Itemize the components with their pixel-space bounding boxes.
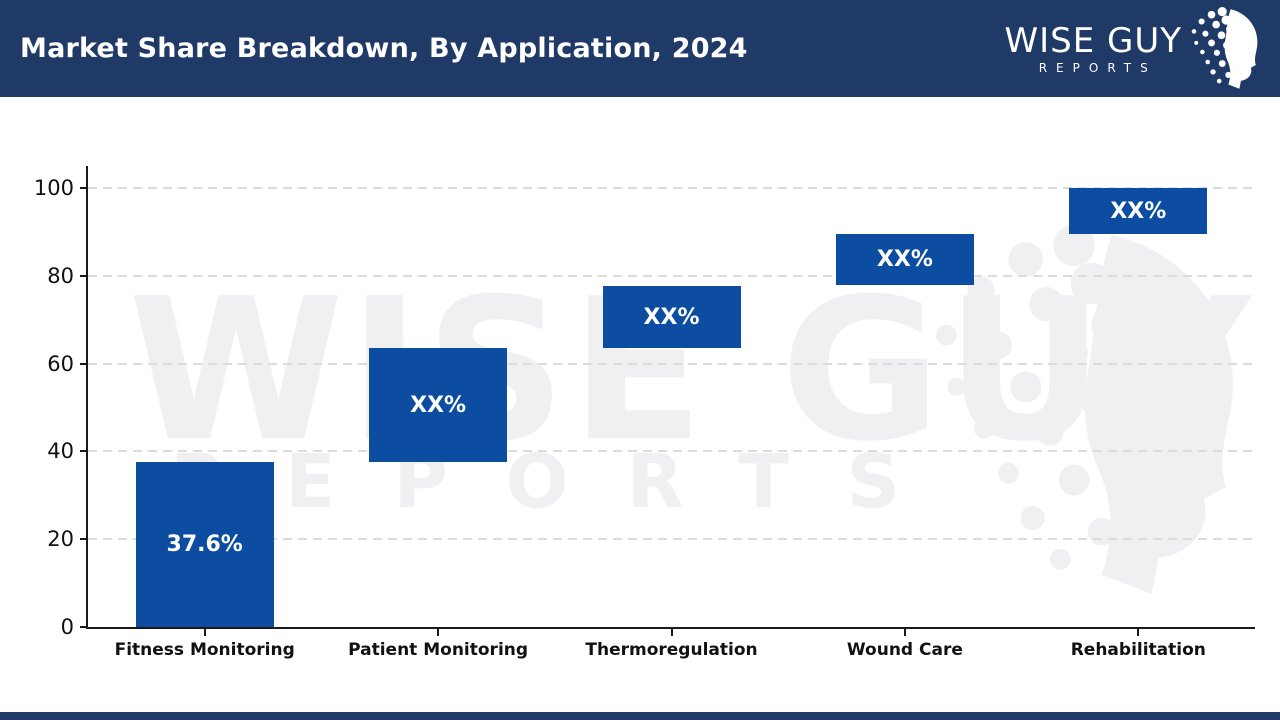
- y-tick-label: 80: [47, 263, 74, 288]
- y-tick-label: 100: [33, 176, 74, 200]
- header-bar: Market Share Breakdown, By Application, …: [0, 0, 1280, 97]
- y-tick-mark: [80, 538, 88, 541]
- y-tick-label: 60: [47, 351, 74, 376]
- x-tick-mark: [203, 629, 206, 636]
- bar-value-label: XX%: [876, 247, 933, 273]
- chart-area: WISE GUY REPORTS 0 20 40 60 80 100 37.6% Fitnes…: [0, 97, 1280, 712]
- y-tick-mark: [80, 362, 88, 365]
- wiseguy-logo: WISE GUY REPORTS: [1004, 6, 1262, 91]
- gridline-20: [88, 538, 1255, 541]
- x-tick-mark: [437, 629, 440, 636]
- bar-wound-care[interactable]: XX%: [835, 234, 974, 286]
- y-tick-mark: [80, 187, 88, 189]
- footer-bar: [0, 712, 1280, 720]
- logo-line2: REPORTS: [1038, 60, 1157, 75]
- x-tick-mark: [670, 629, 673, 636]
- bar-value-label: XX%: [643, 304, 700, 330]
- x-axis-label: Rehabilitation: [1070, 640, 1206, 660]
- x-tick-mark: [903, 629, 906, 636]
- x-axis-label: Fitness Monitoring: [114, 640, 295, 660]
- y-tick-label: 20: [47, 527, 74, 552]
- bar-value-label: 37.6%: [166, 531, 243, 557]
- bar-value-label: XX%: [1110, 198, 1167, 224]
- wiseguy-face-icon: [1191, 6, 1258, 89]
- y-axis-line: [86, 166, 88, 629]
- page-title: Market Share Breakdown, By Application, …: [20, 33, 748, 64]
- y-tick-mark: [80, 450, 88, 453]
- x-axis-label: Wound Care: [846, 640, 963, 660]
- logo-line1: WISE GUY: [1004, 20, 1182, 61]
- x-axis-label: Patient Monitoring: [348, 640, 529, 660]
- y-tick-mark: [80, 274, 88, 277]
- gridline-60: [88, 362, 1255, 365]
- y-tick-label: 0: [60, 615, 74, 639]
- x-axis-line: [86, 627, 1255, 629]
- wiseguy-logo-text: WISE GUY REPORTS: [1004, 24, 1182, 74]
- x-tick-mark: [1137, 629, 1140, 636]
- bar-value-label: XX%: [410, 392, 467, 418]
- y-tick-label: 40: [47, 439, 74, 464]
- x-axis-label: Thermoregulation: [585, 640, 758, 660]
- bar-patient-monitoring[interactable]: XX%: [369, 348, 508, 462]
- gridline-100: [88, 187, 1255, 189]
- bar-thermoregulation[interactable]: XX%: [602, 285, 741, 349]
- y-tick-mark: [80, 626, 88, 628]
- gridline-80: [88, 274, 1255, 277]
- bar-fitness-monitoring[interactable]: 37.6%: [135, 461, 274, 627]
- bar-rehabilitation[interactable]: XX%: [1069, 188, 1208, 235]
- gridline-40: [88, 450, 1255, 453]
